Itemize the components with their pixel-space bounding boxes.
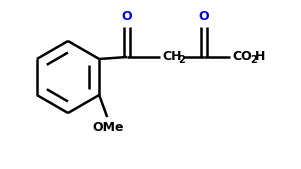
Text: O: O [122,10,132,23]
Text: CO: CO [232,50,252,63]
Text: 2: 2 [250,55,257,65]
Text: H: H [255,50,265,63]
Text: O: O [199,10,209,23]
Text: OMe: OMe [92,121,124,134]
Text: CH: CH [162,50,182,63]
Text: 2: 2 [178,55,185,65]
